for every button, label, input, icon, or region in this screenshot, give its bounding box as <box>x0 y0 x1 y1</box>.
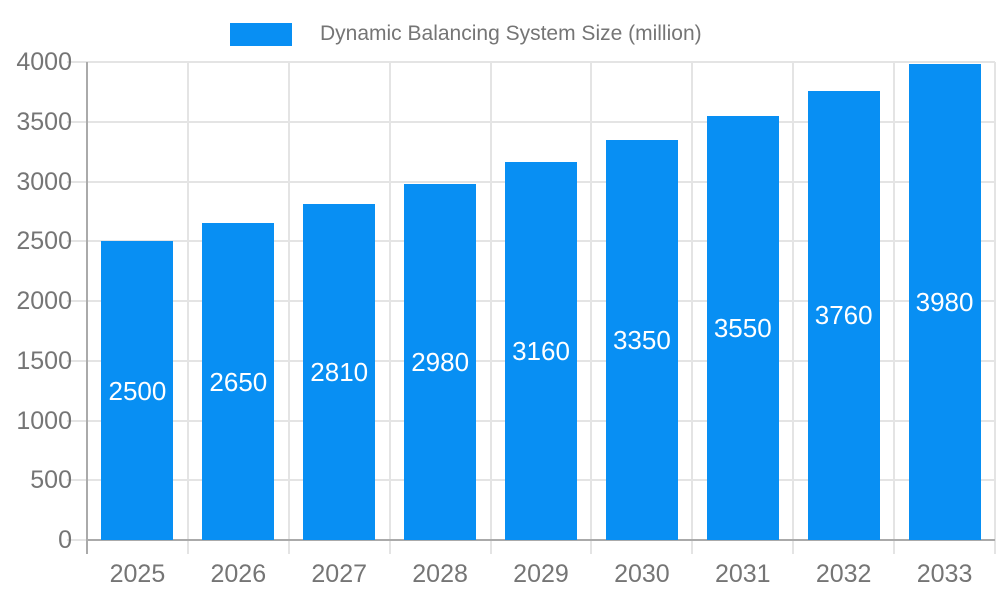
gridline-vertical <box>388 62 391 554</box>
bar[interactable] <box>303 204 376 540</box>
bar[interactable] <box>908 64 981 540</box>
x-tick-label: 2031 <box>714 560 771 588</box>
y-tick-label: 4000 <box>16 48 72 76</box>
gridline-vertical <box>691 62 694 554</box>
bar-value-label: 3350 <box>612 324 671 355</box>
bar-value-label: 3550 <box>713 312 772 343</box>
y-axis-line <box>86 62 88 554</box>
gridline-vertical <box>994 62 996 554</box>
x-tick-label: 2028 <box>412 560 468 588</box>
y-tick-label: 3500 <box>16 107 72 136</box>
legend-item[interactable]: Dynamic Balancing System Size (million) <box>230 22 702 46</box>
x-tick-label: 2027 <box>311 560 368 588</box>
bar-value-label: 2500 <box>108 375 167 406</box>
gridline-vertical <box>489 62 492 554</box>
bar[interactable] <box>404 183 477 540</box>
bar-value-label: 3980 <box>915 287 974 318</box>
legend: Dynamic Balancing System Size (million) <box>230 22 702 46</box>
x-tick-label: 2033 <box>916 560 973 588</box>
y-tick-label: 500 <box>30 466 72 495</box>
y-tick-label: 2500 <box>16 227 72 256</box>
x-tick-label: 2029 <box>513 560 569 588</box>
legend-label: Dynamic Balancing System Size (million) <box>320 22 702 45</box>
y-tick-label: 1500 <box>16 346 72 375</box>
y-tick-label: 3000 <box>16 167 72 196</box>
bar-value-label: 2650 <box>209 366 268 397</box>
bar[interactable] <box>202 223 275 540</box>
bar-value-label: 3160 <box>512 336 570 367</box>
gridline-vertical <box>590 62 593 554</box>
bar-value-label: 2980 <box>411 346 470 377</box>
y-tick-label: 1000 <box>16 406 72 435</box>
gridline-horizontal <box>67 120 995 123</box>
bar[interactable] <box>101 241 174 540</box>
gridline-vertical <box>287 62 290 554</box>
bar[interactable] <box>807 90 880 540</box>
gridline-horizontal <box>67 61 995 63</box>
bar-value-label: 3760 <box>814 300 873 331</box>
gridline-vertical <box>893 62 896 554</box>
legend-swatch <box>230 22 292 46</box>
x-tick-label: 2032 <box>815 560 872 588</box>
bar[interactable] <box>605 139 678 540</box>
gridline-vertical <box>792 62 795 554</box>
bar[interactable] <box>505 162 577 540</box>
x-tick-label: 2025 <box>109 560 166 588</box>
x-axis-line <box>86 539 995 541</box>
gridline-vertical <box>186 62 189 554</box>
bar-value-label: 2810 <box>310 357 369 388</box>
x-tick-label: 2030 <box>614 560 670 588</box>
bar[interactable] <box>706 115 779 540</box>
y-tick-label: 0 <box>58 526 72 554</box>
y-tick-label: 2000 <box>16 287 72 315</box>
x-tick-label: 2026 <box>210 560 267 588</box>
